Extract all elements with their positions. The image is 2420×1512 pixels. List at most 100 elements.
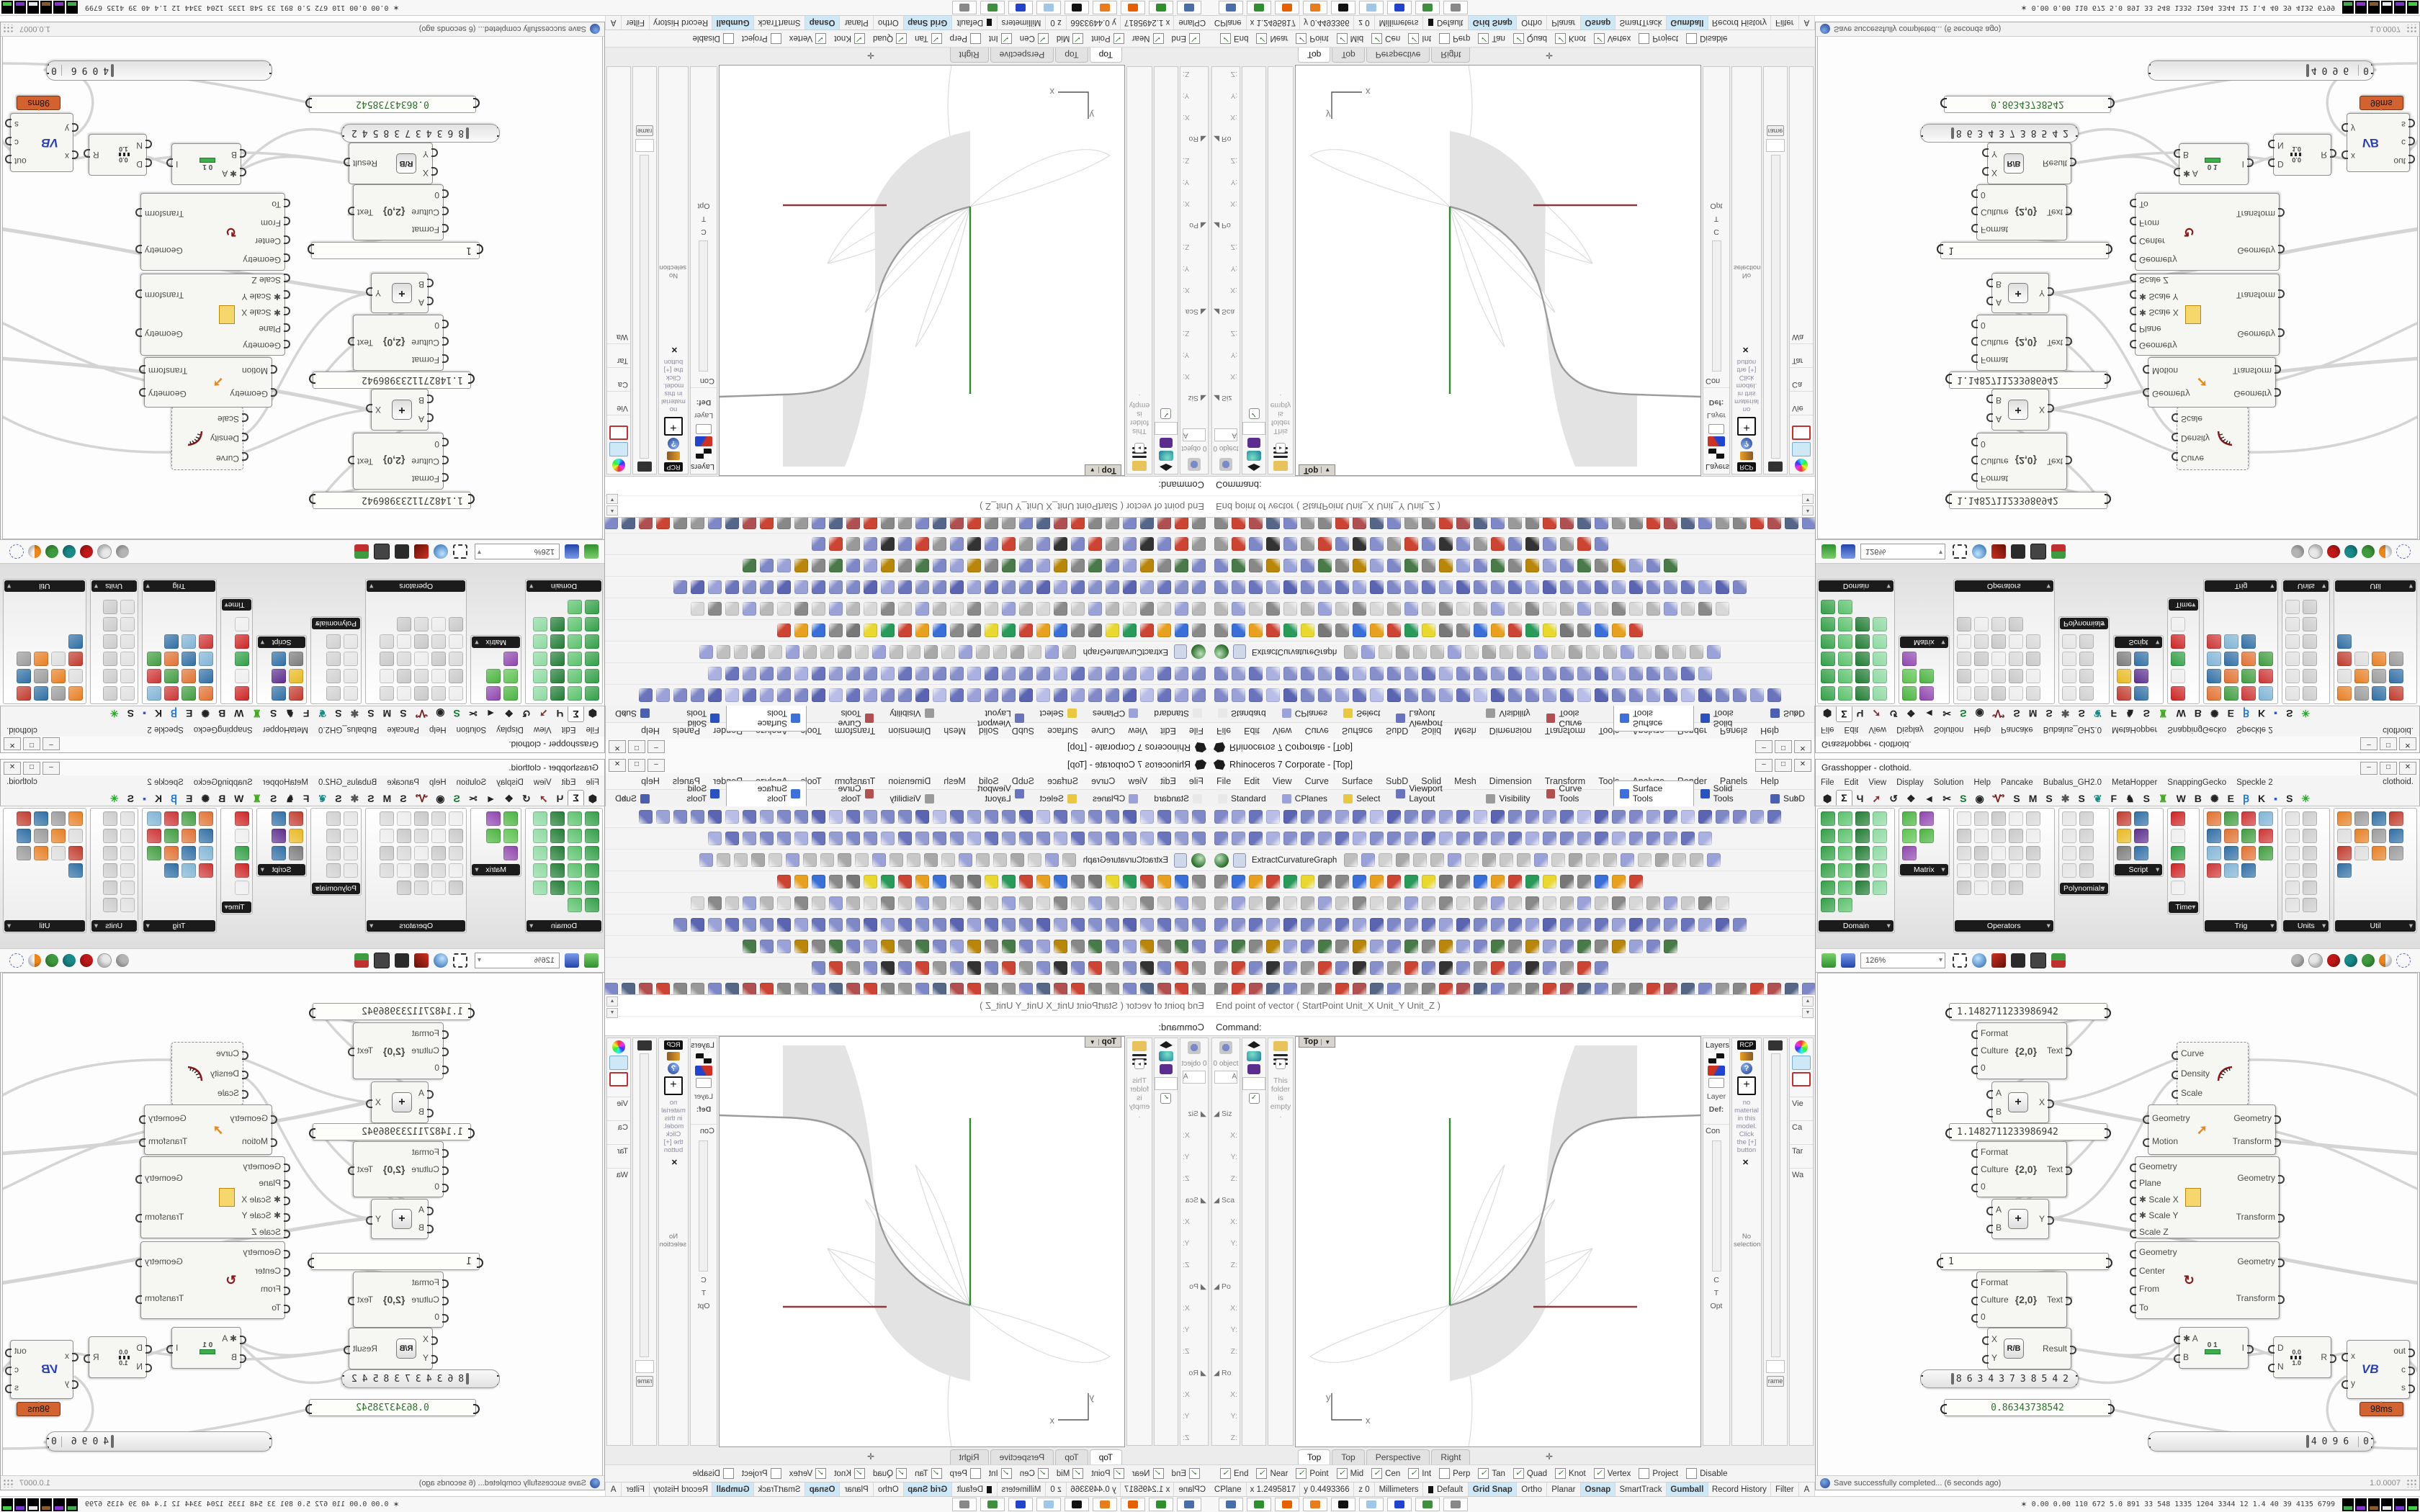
component-icon[interactable] [585, 634, 599, 649]
category-tab-icon[interactable]: M [382, 708, 392, 719]
checkbox-icon[interactable] [1189, 33, 1200, 44]
green-display-icon[interactable] [45, 545, 58, 558]
category-tab-icon[interactable]: S [400, 708, 407, 719]
component-icon[interactable] [533, 863, 547, 878]
toolbar-icon[interactable] [933, 810, 946, 824]
toolbar-icon[interactable] [1214, 832, 1228, 845]
component-icon[interactable] [533, 829, 547, 843]
tray-graph-tile[interactable] [2394, 1498, 2406, 1511]
toolbar-icon[interactable] [1088, 580, 1102, 594]
toolbar-icon[interactable] [1456, 537, 1470, 551]
port-in[interactable]: Y [423, 1350, 429, 1367]
toolbar-icon[interactable] [1283, 602, 1297, 616]
toolbar-icon[interactable] [1595, 624, 1608, 637]
component-icon[interactable] [2171, 829, 2186, 843]
toolbar-icon[interactable] [864, 810, 877, 824]
toolbar-icon[interactable] [708, 580, 722, 594]
material-sphere-icon[interactable] [1247, 451, 1261, 461]
toolbar-icon[interactable] [933, 688, 946, 702]
expand-icon[interactable]: ▸ [1276, 443, 1286, 453]
minimize-button[interactable]: – [2360, 762, 2378, 775]
graduation-cap-icon[interactable] [1247, 1041, 1260, 1048]
palette-banner[interactable]: Units [91, 920, 137, 932]
toolbar-icon[interactable] [1422, 624, 1435, 637]
lock-icon[interactable] [1233, 852, 1246, 868]
toolbar-icon[interactable] [1456, 667, 1470, 680]
toolbar-icon[interactable] [1655, 853, 1670, 867]
taskbar-app-button[interactable] [952, 1498, 977, 1511]
checkbox-icon[interactable] [815, 1468, 827, 1479]
category-tab-icon[interactable]: S [2078, 793, 2085, 804]
toolbar-icon[interactable] [1595, 810, 1608, 824]
toolbar-icon[interactable] [1002, 688, 1016, 702]
toolbar-icon[interactable] [837, 853, 851, 867]
checkbox-icon[interactable] [1336, 33, 1348, 44]
toolbar-icon[interactable] [1560, 961, 1574, 975]
toolbar-icon[interactable] [1508, 983, 1522, 996]
scale-nu-component[interactable]: Geometry Plane ✱ Scale X ✱ Scale Y Scale Z G… [140, 274, 285, 356]
osnap-toggle[interactable]: Tan [915, 1468, 942, 1479]
toolbar-icon[interactable] [1123, 961, 1137, 975]
checkbox-icon[interactable] [1037, 1468, 1049, 1479]
toolbar-icon[interactable] [1387, 875, 1401, 888]
command-prompt[interactable]: Command: [1210, 474, 1815, 495]
toolbar-icon[interactable] [1266, 940, 1280, 953]
frame-chip[interactable]: rame [636, 1376, 653, 1387]
toolbar-icon[interactable] [1036, 832, 1050, 845]
layer-name[interactable]: Def: [696, 1105, 712, 1114]
toolbar-icon[interactable] [941, 853, 955, 867]
component-icon[interactable] [234, 617, 249, 631]
toolbar-tab[interactable]: Viewport Layout [1389, 706, 1479, 732]
tray-graph-tile[interactable] [2394, 1, 2406, 14]
port-out[interactable]: Text [2047, 1292, 2073, 1308]
component-icon[interactable] [2354, 811, 2370, 826]
toolbar-icon[interactable] [1249, 688, 1263, 702]
graduation-cap-icon[interactable] [1160, 1041, 1173, 1048]
toolbar-icon[interactable] [1560, 602, 1574, 616]
tray-graph-tile[interactable] [2342, 1498, 2354, 1511]
toolbar-icon[interactable] [1140, 810, 1154, 824]
component-icon[interactable] [2303, 846, 2318, 860]
format-component[interactable]: Format Culture 0 {2,0} Text [353, 433, 444, 490]
component-icon[interactable] [1855, 669, 1870, 683]
osnap-toggle[interactable]: End [1220, 1468, 1248, 1479]
component-icon[interactable] [1901, 829, 1917, 843]
toolbar-icon[interactable] [812, 667, 825, 680]
palette-banner[interactable]: Time [2169, 901, 2199, 913]
toolbar-icon[interactable] [812, 896, 825, 910]
component-icon[interactable] [2337, 863, 2352, 878]
category-tab-icon[interactable]: ▪ [2274, 793, 2278, 804]
status-cell[interactable]: Filter [621, 1482, 650, 1496]
toolbar-icon[interactable] [716, 853, 730, 867]
category-tab-icon[interactable]: S [2143, 708, 2151, 719]
port-out[interactable]: Geometry [2233, 386, 2272, 402]
taskbar-app-button[interactable] [1387, 1498, 1412, 1511]
osnap-toggle[interactable]: Int [1408, 1468, 1431, 1479]
checker-icon[interactable] [696, 1053, 712, 1063]
toolbar-icon[interactable] [1474, 602, 1487, 616]
component-icon[interactable] [585, 863, 599, 878]
palette-banner[interactable]: Time [2169, 599, 2199, 611]
toolbar-icon[interactable] [1002, 961, 1016, 975]
port-out[interactable]: Transform [2236, 1209, 2285, 1225]
status-cell[interactable]: Grid Snap [902, 16, 951, 30]
menu-item[interactable]: Pancake [387, 778, 419, 787]
component-icon[interactable] [568, 600, 582, 614]
component-icon[interactable] [2285, 686, 2300, 701]
component-icon[interactable] [163, 686, 179, 701]
toolbar-icon[interactable] [1612, 875, 1626, 888]
toolbar-icon[interactable] [1214, 580, 1228, 594]
port-in[interactable]: 0 [411, 318, 439, 334]
port-out[interactable]: Text [2047, 1043, 2073, 1059]
port-out[interactable]: s [14, 116, 27, 132]
component-icon[interactable] [146, 829, 161, 843]
axes-widget-icon[interactable] [354, 544, 369, 559]
port-in[interactable]: 0 [411, 1179, 439, 1195]
menu-item[interactable]: Display [1896, 778, 1924, 787]
toolbar-icon[interactable] [1175, 602, 1188, 616]
paint-icon[interactable] [1740, 451, 1753, 460]
palette-banner[interactable]: Operators [367, 920, 466, 932]
status-cell[interactable]: Ortho [872, 16, 903, 30]
toolbar-icon[interactable] [1577, 918, 1591, 932]
toolbar-icon[interactable] [1140, 940, 1154, 953]
